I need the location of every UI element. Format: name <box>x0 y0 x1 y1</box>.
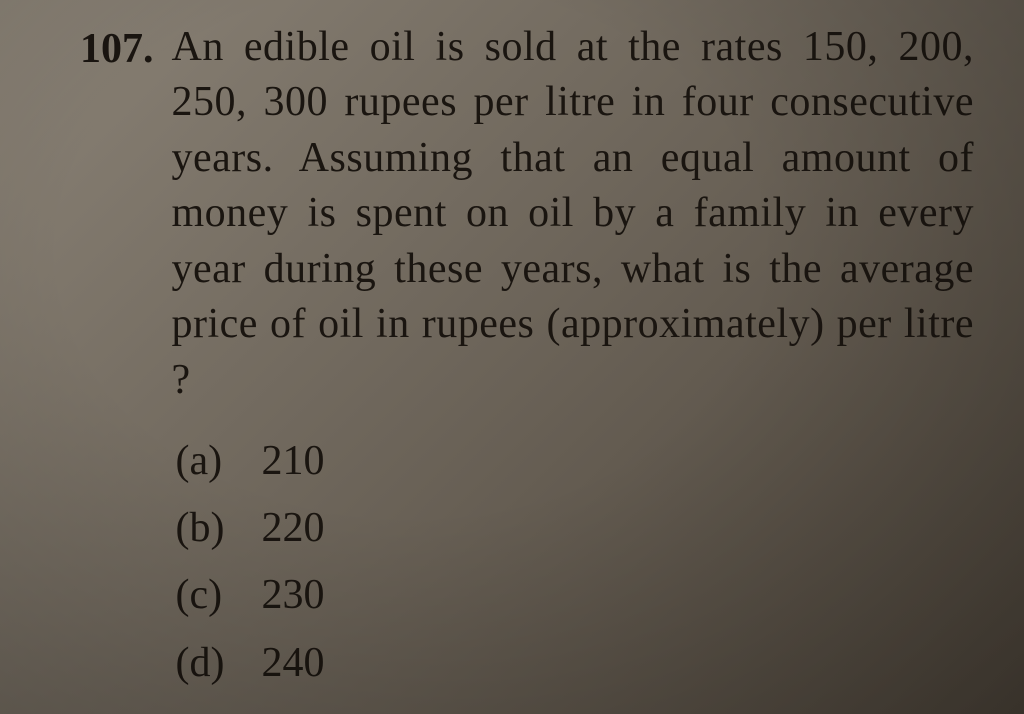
option-value: 220 <box>262 495 325 562</box>
option-value: 230 <box>262 562 325 629</box>
option-d: (d) 240 <box>176 630 975 697</box>
option-c: (c) 230 <box>176 562 975 629</box>
option-value: 210 <box>262 428 325 495</box>
option-label: (b) <box>176 495 246 562</box>
question-content: An edible oil is sold at the rates 150, … <box>172 20 975 697</box>
question-block: 107. An edible oil is sold at the rates … <box>80 20 974 697</box>
exam-page: 107. An edible oil is sold at the rates … <box>80 20 974 684</box>
option-value: 240 <box>262 630 325 697</box>
option-label: (d) <box>176 630 246 697</box>
option-label: (a) <box>176 428 246 495</box>
question-text: An edible oil is sold at the rates 150, … <box>172 20 975 408</box>
options-list: (a) 210 (b) 220 (c) 230 (d) 240 <box>172 428 975 697</box>
option-a: (a) 210 <box>176 428 975 495</box>
option-label: (c) <box>176 562 246 629</box>
option-b: (b) 220 <box>176 495 975 562</box>
question-number: 107. <box>80 20 154 74</box>
